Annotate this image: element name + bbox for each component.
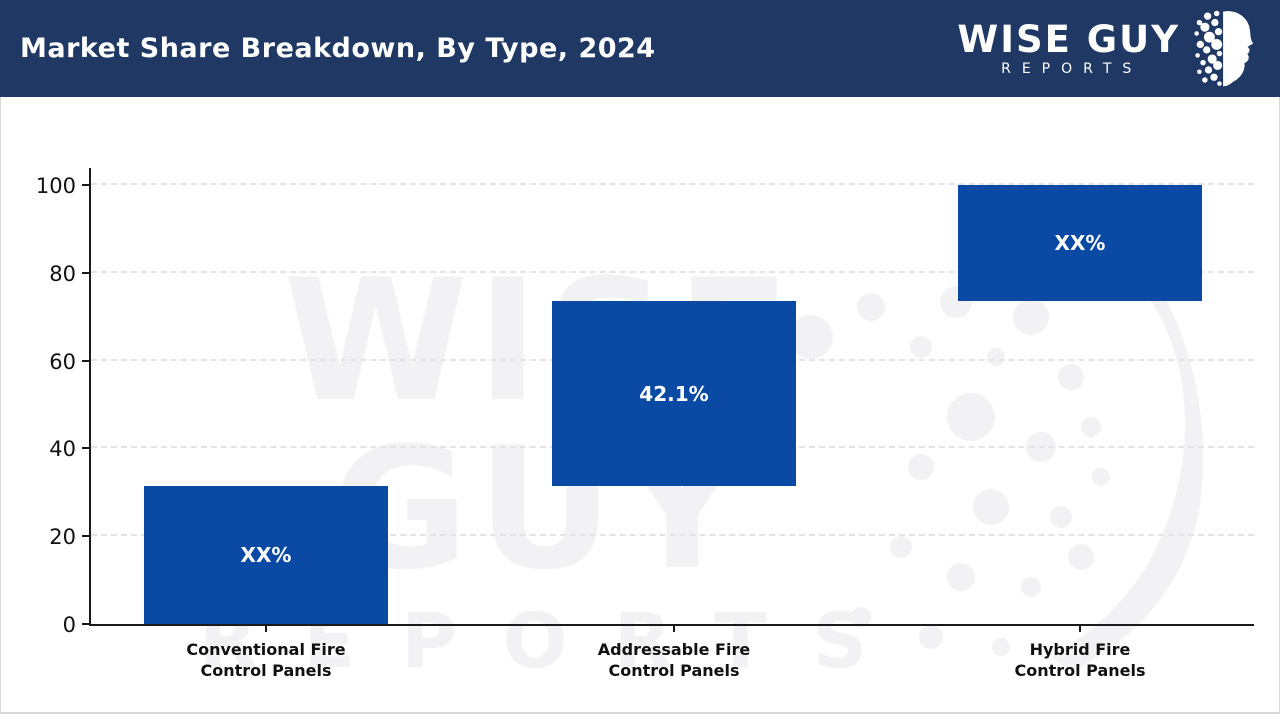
bar-segment-2: XX% (958, 185, 1202, 302)
chart-card: WISE GUY REPORTS 0 20 40 60 80 100 XX% Conventi… (0, 97, 1280, 714)
x-category-label-1: Addressable Fire Control Panels (597, 640, 751, 680)
x-tick-mark-1 (673, 624, 675, 632)
gridline-y-100 (91, 183, 1254, 185)
y-tick-mark-60 (82, 359, 90, 362)
y-tick-label-60: 60 (49, 349, 76, 374)
bar-segment-0: XX% (144, 486, 388, 624)
y-tick-mark-0 (82, 623, 90, 625)
y-tick-mark-40 (82, 447, 90, 450)
watermark-face-dots-icon (789, 262, 1204, 672)
x-category-label-0: Conventional Fire Control Panels (186, 640, 346, 680)
y-tick-label-100: 100 (35, 174, 76, 198)
bar-value-label: XX% (1054, 231, 1106, 256)
y-tick-label-80: 80 (49, 261, 76, 286)
bar-value-label: XX% (240, 543, 292, 568)
gridline-y-80 (91, 270, 1254, 273)
y-tick-mark-100 (82, 184, 90, 186)
y-tick-mark-80 (82, 271, 90, 274)
y-tick-label-0: 0 (62, 613, 76, 637)
bar-value-label: 42.1% (639, 381, 709, 406)
y-tick-label-20: 20 (49, 525, 76, 550)
logo-wordmark: WISE GUY (957, 17, 1180, 61)
plot-area: 0 20 40 60 80 100 XX% Conventional Fire Control… (36, 168, 1254, 680)
wise-guy-reports-logo: WISE GUY REPORTS (957, 8, 1266, 90)
logo-text: WISE GUY REPORTS (957, 17, 1180, 78)
y-tick-label-40: 40 (49, 437, 76, 462)
x-tick-mark-0 (265, 624, 267, 632)
logo-face-icon (1194, 10, 1254, 87)
header-bar: Market Share Breakdown, By Type, 2024 WI… (0, 0, 1280, 97)
gridline-y-20 (91, 534, 1254, 537)
x-category-label-2: Hybrid Fire Control Panels (1014, 640, 1146, 680)
x-tick-mark-2 (1079, 624, 1081, 632)
bar-segment-1: 42.1% (552, 301, 796, 487)
page-title: Market Share Breakdown, By Type, 2024 (20, 33, 656, 64)
logo-subtitle: REPORTS (1001, 61, 1143, 78)
y-tick-mark-20 (82, 535, 90, 538)
